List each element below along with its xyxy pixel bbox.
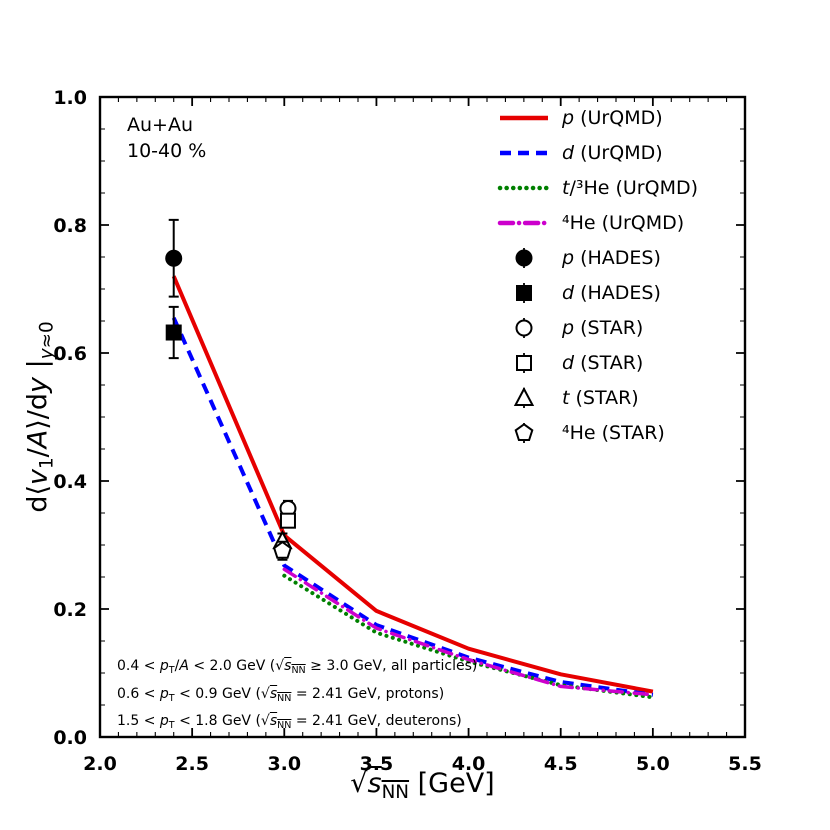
legend-label-d-urqmd: d (UrQMD) bbox=[562, 142, 663, 164]
legend-triangle-icon bbox=[513, 386, 535, 408]
legend-label-t-star: t (STAR) bbox=[562, 387, 639, 409]
legend-line-swatch bbox=[497, 185, 551, 191]
annotation-system-line2: 10-40 % bbox=[127, 140, 207, 162]
annotation-system: Au+Au 10-40 % bbox=[127, 112, 206, 164]
y-tick-label: 0.4 bbox=[53, 471, 87, 493]
x-axis-label: √sNN [GeV] bbox=[350, 768, 495, 803]
legend-item-t-3he-urqmd: t/³He (UrQMD) bbox=[497, 174, 698, 202]
point-d-hades bbox=[165, 324, 182, 341]
legend-circle-icon bbox=[515, 248, 533, 268]
y-tick-label: 0.8 bbox=[53, 215, 87, 237]
legend-label-p-star: p (STAR) bbox=[562, 317, 644, 339]
series-p-urqmd bbox=[171, 275, 654, 694]
annotation-kinematic-cuts: 0.4 < pT/A < 2.0 GeV (√sNN ≥ 3.0 GeV, al… bbox=[117, 655, 477, 738]
point-4he-star bbox=[272, 540, 292, 559]
series-d-urqmd bbox=[171, 316, 654, 697]
legend: p (UrQMD) d (UrQMD) t/³He (UrQMD) ⁴He (UrQM… bbox=[497, 104, 698, 447]
annotation-cut-line2: 0.6 < pT < 0.9 GeV (√sNN = 2.41 GeV, pro… bbox=[117, 685, 445, 704]
legend-label-4he-star: ⁴He (STAR) bbox=[562, 422, 665, 444]
legend-marker-d-star bbox=[516, 355, 532, 371]
legend-marker-p-hades bbox=[515, 249, 533, 267]
x-tick-label: 4.0 bbox=[452, 753, 486, 775]
x-tick-label: 5.5 bbox=[728, 753, 762, 775]
legend-label-d-star: d (STAR) bbox=[562, 352, 644, 374]
legend-line-swatch bbox=[500, 150, 548, 156]
legend-line-swatch bbox=[497, 220, 551, 226]
x-tick-label: 4.5 bbox=[544, 753, 578, 775]
legend-line-swatch bbox=[500, 115, 548, 121]
legend-label-4he-urqmd: ⁴He (UrQMD) bbox=[562, 212, 685, 234]
legend-pentagon-icon bbox=[514, 423, 534, 443]
legend-label-p-hades: p (HADES) bbox=[562, 247, 661, 269]
legend-item-p-star: p (STAR) bbox=[497, 314, 698, 342]
x-tick-label: 5.0 bbox=[636, 753, 670, 775]
x-tick-label: 3.5 bbox=[360, 753, 394, 775]
legend-label-t-3he-urqmd: t/³He (UrQMD) bbox=[562, 177, 699, 199]
point-d-star bbox=[279, 512, 296, 529]
legend-item-t-star: t (STAR) bbox=[497, 384, 698, 412]
legend-item-p-urqmd: p (UrQMD) bbox=[497, 104, 698, 132]
legend-item-d-hades: d (HADES) bbox=[497, 279, 698, 307]
x-tick-label: 2.5 bbox=[175, 753, 209, 775]
legend-marker-t-star bbox=[513, 386, 535, 406]
annotation-system-line1: Au+Au bbox=[127, 114, 193, 136]
legend-item-p-hades: p (HADES) bbox=[497, 244, 698, 272]
y-tick-label: 0.2 bbox=[53, 599, 87, 621]
legend-marker-p-star bbox=[515, 319, 533, 337]
y-tick-label: 0.6 bbox=[53, 343, 87, 365]
legend-marker-4he-star bbox=[514, 423, 534, 442]
legend-marker-d-hades bbox=[516, 285, 532, 301]
point-p-hades bbox=[165, 249, 183, 267]
legend-label-d-hades: d (HADES) bbox=[562, 282, 661, 304]
y-tick-label: 0.0 bbox=[53, 727, 87, 749]
legend-item-4he-urqmd: ⁴He (UrQMD) bbox=[497, 209, 698, 237]
series-4he-urqmd bbox=[282, 567, 655, 697]
legend-item-4he-star: ⁴He (STAR) bbox=[497, 419, 698, 447]
legend-square-icon bbox=[516, 353, 532, 373]
x-tick-label: 3.0 bbox=[267, 753, 301, 775]
x-tick-label: 2.0 bbox=[83, 753, 117, 775]
annotation-cut-line3: 1.5 < pT < 1.8 GeV (√sNN = 2.41 GeV, deu… bbox=[117, 713, 462, 732]
legend-label-p-urqmd: p (UrQMD) bbox=[562, 107, 663, 129]
legend-item-d-urqmd: d (UrQMD) bbox=[497, 139, 698, 167]
legend-item-d-star: d (STAR) bbox=[497, 349, 698, 377]
annotation-cut-line1: 0.4 < pT/A < 2.0 GeV (√sNN ≥ 3.0 GeV, al… bbox=[117, 658, 478, 677]
y-tick-label: 1.0 bbox=[53, 87, 87, 109]
legend-circle-icon bbox=[515, 318, 533, 338]
legend-square-icon bbox=[516, 283, 532, 303]
y-axis-label: d⟨v1/A⟩/dy |y≈0 bbox=[22, 321, 58, 513]
